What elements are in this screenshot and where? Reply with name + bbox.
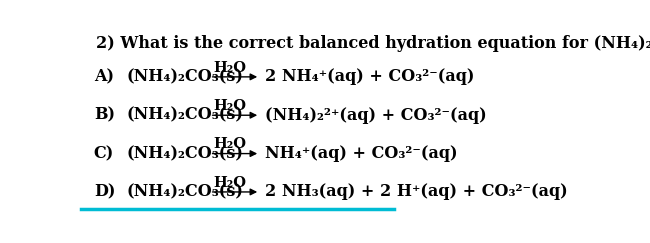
Text: (NH₄)₂²⁺(aq) + CO₃²⁻(aq): (NH₄)₂²⁺(aq) + CO₃²⁻(aq) — [265, 107, 487, 124]
Text: (NH₄)₂CO₃(s): (NH₄)₂CO₃(s) — [127, 183, 244, 200]
Text: H₂O: H₂O — [213, 99, 246, 113]
Text: A): A) — [94, 68, 114, 85]
Text: NH₄⁺(aq) + CO₃²⁻(aq): NH₄⁺(aq) + CO₃²⁻(aq) — [265, 145, 458, 162]
Text: H₂O: H₂O — [213, 176, 246, 190]
Text: 2 NH₃(aq) + 2 H⁺(aq) + CO₃²⁻(aq): 2 NH₃(aq) + 2 H⁺(aq) + CO₃²⁻(aq) — [265, 183, 567, 200]
Text: (NH₄)₂CO₃(s): (NH₄)₂CO₃(s) — [127, 145, 244, 162]
Text: 2 NH₄⁺(aq) + CO₃²⁻(aq): 2 NH₄⁺(aq) + CO₃²⁻(aq) — [265, 68, 474, 85]
Text: H₂O: H₂O — [213, 61, 246, 75]
Text: D): D) — [94, 183, 115, 200]
Text: (NH₄)₂CO₃(s): (NH₄)₂CO₃(s) — [127, 107, 244, 124]
Text: H₂O: H₂O — [213, 137, 246, 151]
Text: B): B) — [94, 107, 115, 124]
Text: (NH₄)₂CO₃(s): (NH₄)₂CO₃(s) — [127, 68, 244, 85]
Text: C): C) — [94, 145, 114, 162]
Text: 2) What is the correct balanced hydration equation for (NH₄)₂CO₃?: 2) What is the correct balanced hydratio… — [96, 35, 650, 52]
